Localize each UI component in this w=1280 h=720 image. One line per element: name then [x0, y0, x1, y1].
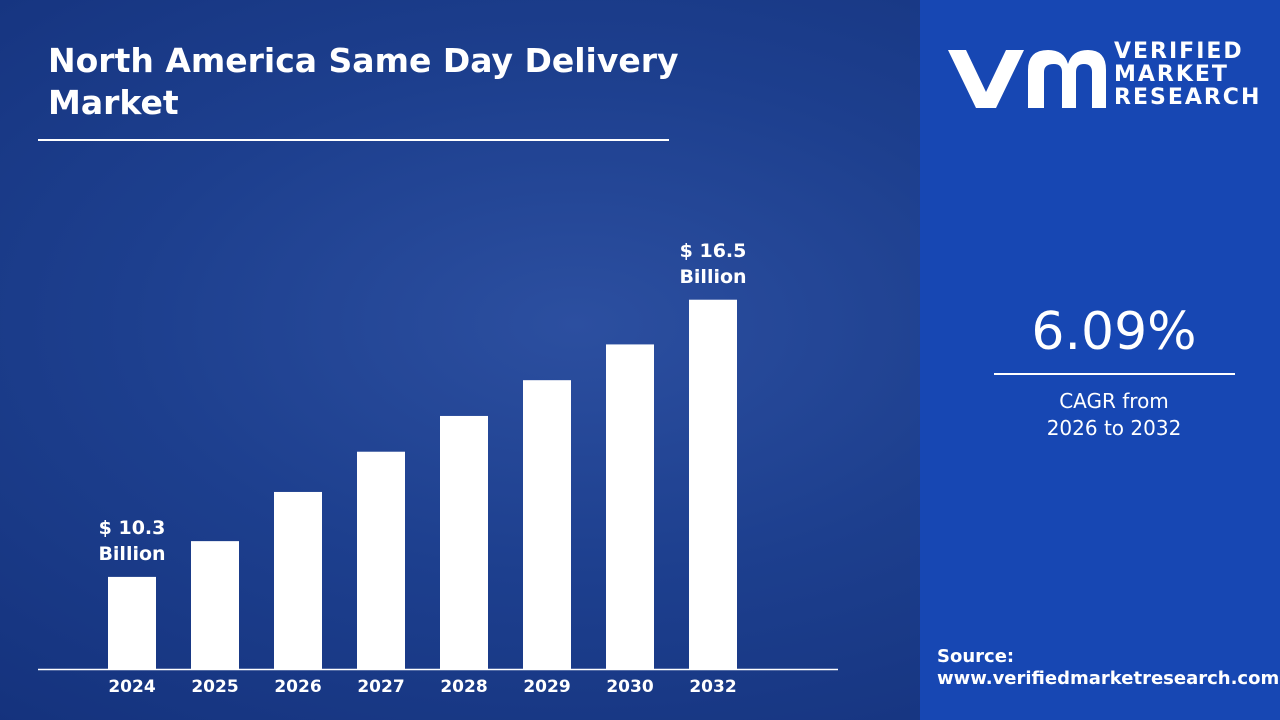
- bar: [440, 415, 488, 669]
- bar: [357, 451, 405, 669]
- x-tick-label: 2024: [108, 677, 155, 697]
- logo-line: VERIFIED: [1114, 39, 1244, 64]
- cagr-rule: [994, 373, 1235, 375]
- cagr-label: CAGR from 2026 to 2032: [1046, 389, 1182, 440]
- x-tick-label: 2027: [357, 677, 404, 697]
- bar: [606, 344, 654, 669]
- x-tick-label: 2028: [440, 677, 487, 697]
- source-label: Source:: [937, 646, 1015, 667]
- chart-title: North America Same Day Delivery Market: [48, 41, 679, 122]
- x-tick-label: 2030: [606, 677, 653, 697]
- source-url: www.verifiedmarketresearch.com: [937, 668, 1280, 689]
- side-panel: [920, 0, 1280, 720]
- logo-text: VERIFIED MARKET RESEARCH: [1114, 40, 1261, 109]
- x-tick-label: 2025: [191, 677, 238, 697]
- logo-mark: [948, 50, 1106, 108]
- bar: [689, 299, 737, 669]
- value-label: $ 10.3 Billion: [98, 516, 166, 565]
- bar: [108, 576, 156, 669]
- bar: [274, 491, 322, 669]
- x-tick-label: 2029: [523, 677, 570, 697]
- chart: 2024 2025 2026 2027 2028 2029 2030 2032: [0, 0, 920, 720]
- x-tick-label: 2026: [274, 677, 321, 697]
- logo-line: RESEARCH: [1114, 85, 1262, 110]
- cagr-value: 6.09%: [1031, 302, 1197, 362]
- bar: [191, 541, 239, 669]
- x-tick-label: 2032: [689, 677, 736, 697]
- bar: [523, 380, 571, 669]
- value-label: $ 16.5 Billion: [679, 239, 747, 288]
- title-rule: [38, 139, 669, 141]
- logo-line: MARKET: [1114, 62, 1229, 87]
